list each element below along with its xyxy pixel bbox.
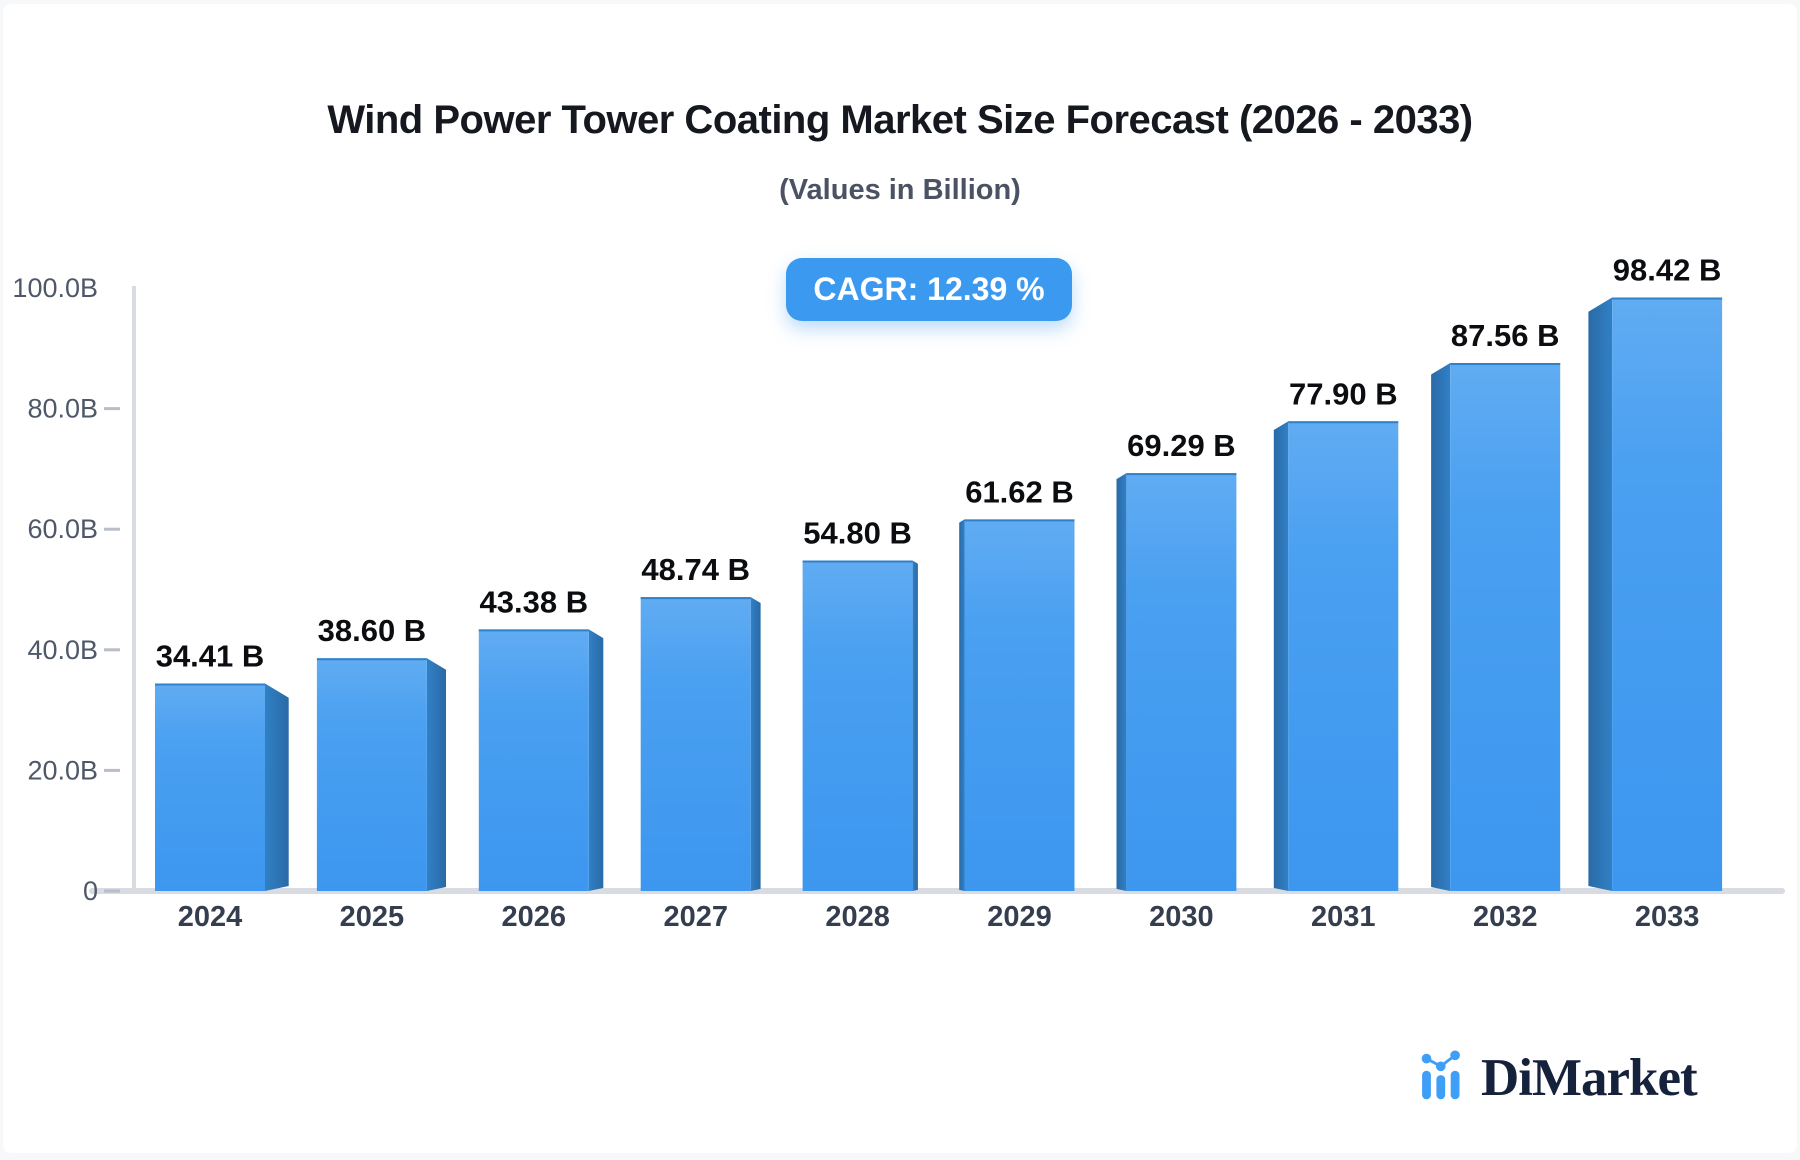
bar-value-label: 77.90 B — [1289, 376, 1398, 411]
bar-2033: 98.42 B — [1588, 253, 1723, 891]
y-axis-tick — [104, 648, 120, 652]
bar-value-label: 48.74 B — [641, 552, 750, 587]
x-axis-category-label: 2030 — [1149, 901, 1214, 933]
bar-2027: 48.74 B — [640, 552, 761, 891]
brand-logo-text: DiMarket — [1481, 1048, 1698, 1107]
cagr-badge-label: CAGR: 12.39 % — [813, 271, 1045, 307]
y-axis-label: 40.0B — [27, 635, 98, 665]
brand-logo: DiMarket — [1421, 1048, 1698, 1107]
bar-chart-trend-icon — [1421, 1050, 1460, 1100]
bar-chart: 0 20.0B 40.0B 60.0B 80.0B 100.0B 34.41 B 2024 38… — [12, 253, 1785, 933]
bar-face — [1612, 297, 1723, 891]
cagr-badge: CAGR: 12.39 % — [786, 258, 1072, 321]
y-axis-tick — [104, 768, 120, 772]
bar-side-face — [265, 683, 289, 891]
bar-face — [640, 597, 751, 891]
bar-2025: 38.60 B — [316, 613, 446, 891]
x-axis-category-label: 2028 — [825, 901, 890, 933]
bar-value-label: 38.60 B — [318, 613, 427, 648]
bar-2031: 77.90 B — [1273, 376, 1399, 891]
y-axis-label: 0 — [83, 876, 98, 906]
bar-2026: 43.38 B — [478, 584, 604, 891]
bar-side-face — [1116, 473, 1127, 891]
bar-value-label: 87.56 B — [1451, 318, 1560, 353]
y-axis-tick — [104, 407, 120, 411]
bar-value-label: 34.41 B — [156, 639, 265, 674]
bar-value-label: 43.38 B — [480, 584, 589, 619]
bar-face — [155, 683, 265, 891]
bar-side-face — [588, 629, 604, 891]
bar-2024: 34.41 B — [155, 639, 289, 891]
bar-face — [1450, 363, 1561, 892]
bar-2032: 87.56 B — [1431, 318, 1561, 892]
bar-2029: 61.62 B — [959, 474, 1075, 891]
bar-face — [478, 629, 589, 891]
y-axis-label: 80.0B — [27, 394, 98, 424]
bar-face — [1288, 421, 1399, 891]
bar-2028: 54.80 B — [802, 516, 918, 891]
y-axis-label: 60.0B — [27, 514, 98, 544]
x-axis-category-label: 2032 — [1473, 901, 1538, 933]
x-axis-category-label: 2026 — [502, 901, 567, 933]
bar-side-face — [750, 597, 761, 891]
bar-face — [964, 519, 1075, 891]
chart-subtitle: (Values in Billion) — [779, 174, 1021, 206]
bar-face — [316, 658, 427, 891]
x-axis-category-label: 2029 — [987, 901, 1052, 933]
bar-value-label: 54.80 B — [803, 516, 912, 551]
x-axis-category-label: 2024 — [178, 901, 243, 933]
x-axis-category-label: 2031 — [1311, 901, 1376, 933]
bar-value-label: 61.62 B — [965, 474, 1074, 509]
bar-side-face — [426, 658, 446, 891]
y-axis-line — [132, 286, 136, 893]
x-axis-category-label: 2027 — [663, 901, 728, 933]
y-axis-tick — [104, 527, 120, 531]
bar-value-label: 98.42 B — [1613, 253, 1722, 288]
bar-side-face — [1588, 297, 1613, 891]
bar-face — [802, 560, 913, 891]
x-axis-category-label: 2033 — [1635, 901, 1700, 933]
bar-side-face — [1273, 421, 1289, 891]
bar-side-face — [912, 560, 918, 891]
bar-2030: 69.29 B — [1116, 428, 1237, 891]
chart-card: Wind Power Tower Coating Market Size For… — [3, 4, 1797, 1153]
bar-side-face — [1431, 363, 1451, 892]
y-axis-label: 20.0B — [27, 755, 98, 785]
bar-value-label: 69.29 B — [1127, 428, 1236, 463]
x-axis-category-label: 2025 — [340, 901, 405, 933]
bar-side-face — [959, 519, 965, 891]
chart-title: Wind Power Tower Coating Market Size For… — [327, 98, 1473, 142]
y-axis-label: 100.0B — [12, 273, 98, 303]
bar-face — [1126, 473, 1237, 891]
y-axis-tick — [104, 889, 120, 893]
